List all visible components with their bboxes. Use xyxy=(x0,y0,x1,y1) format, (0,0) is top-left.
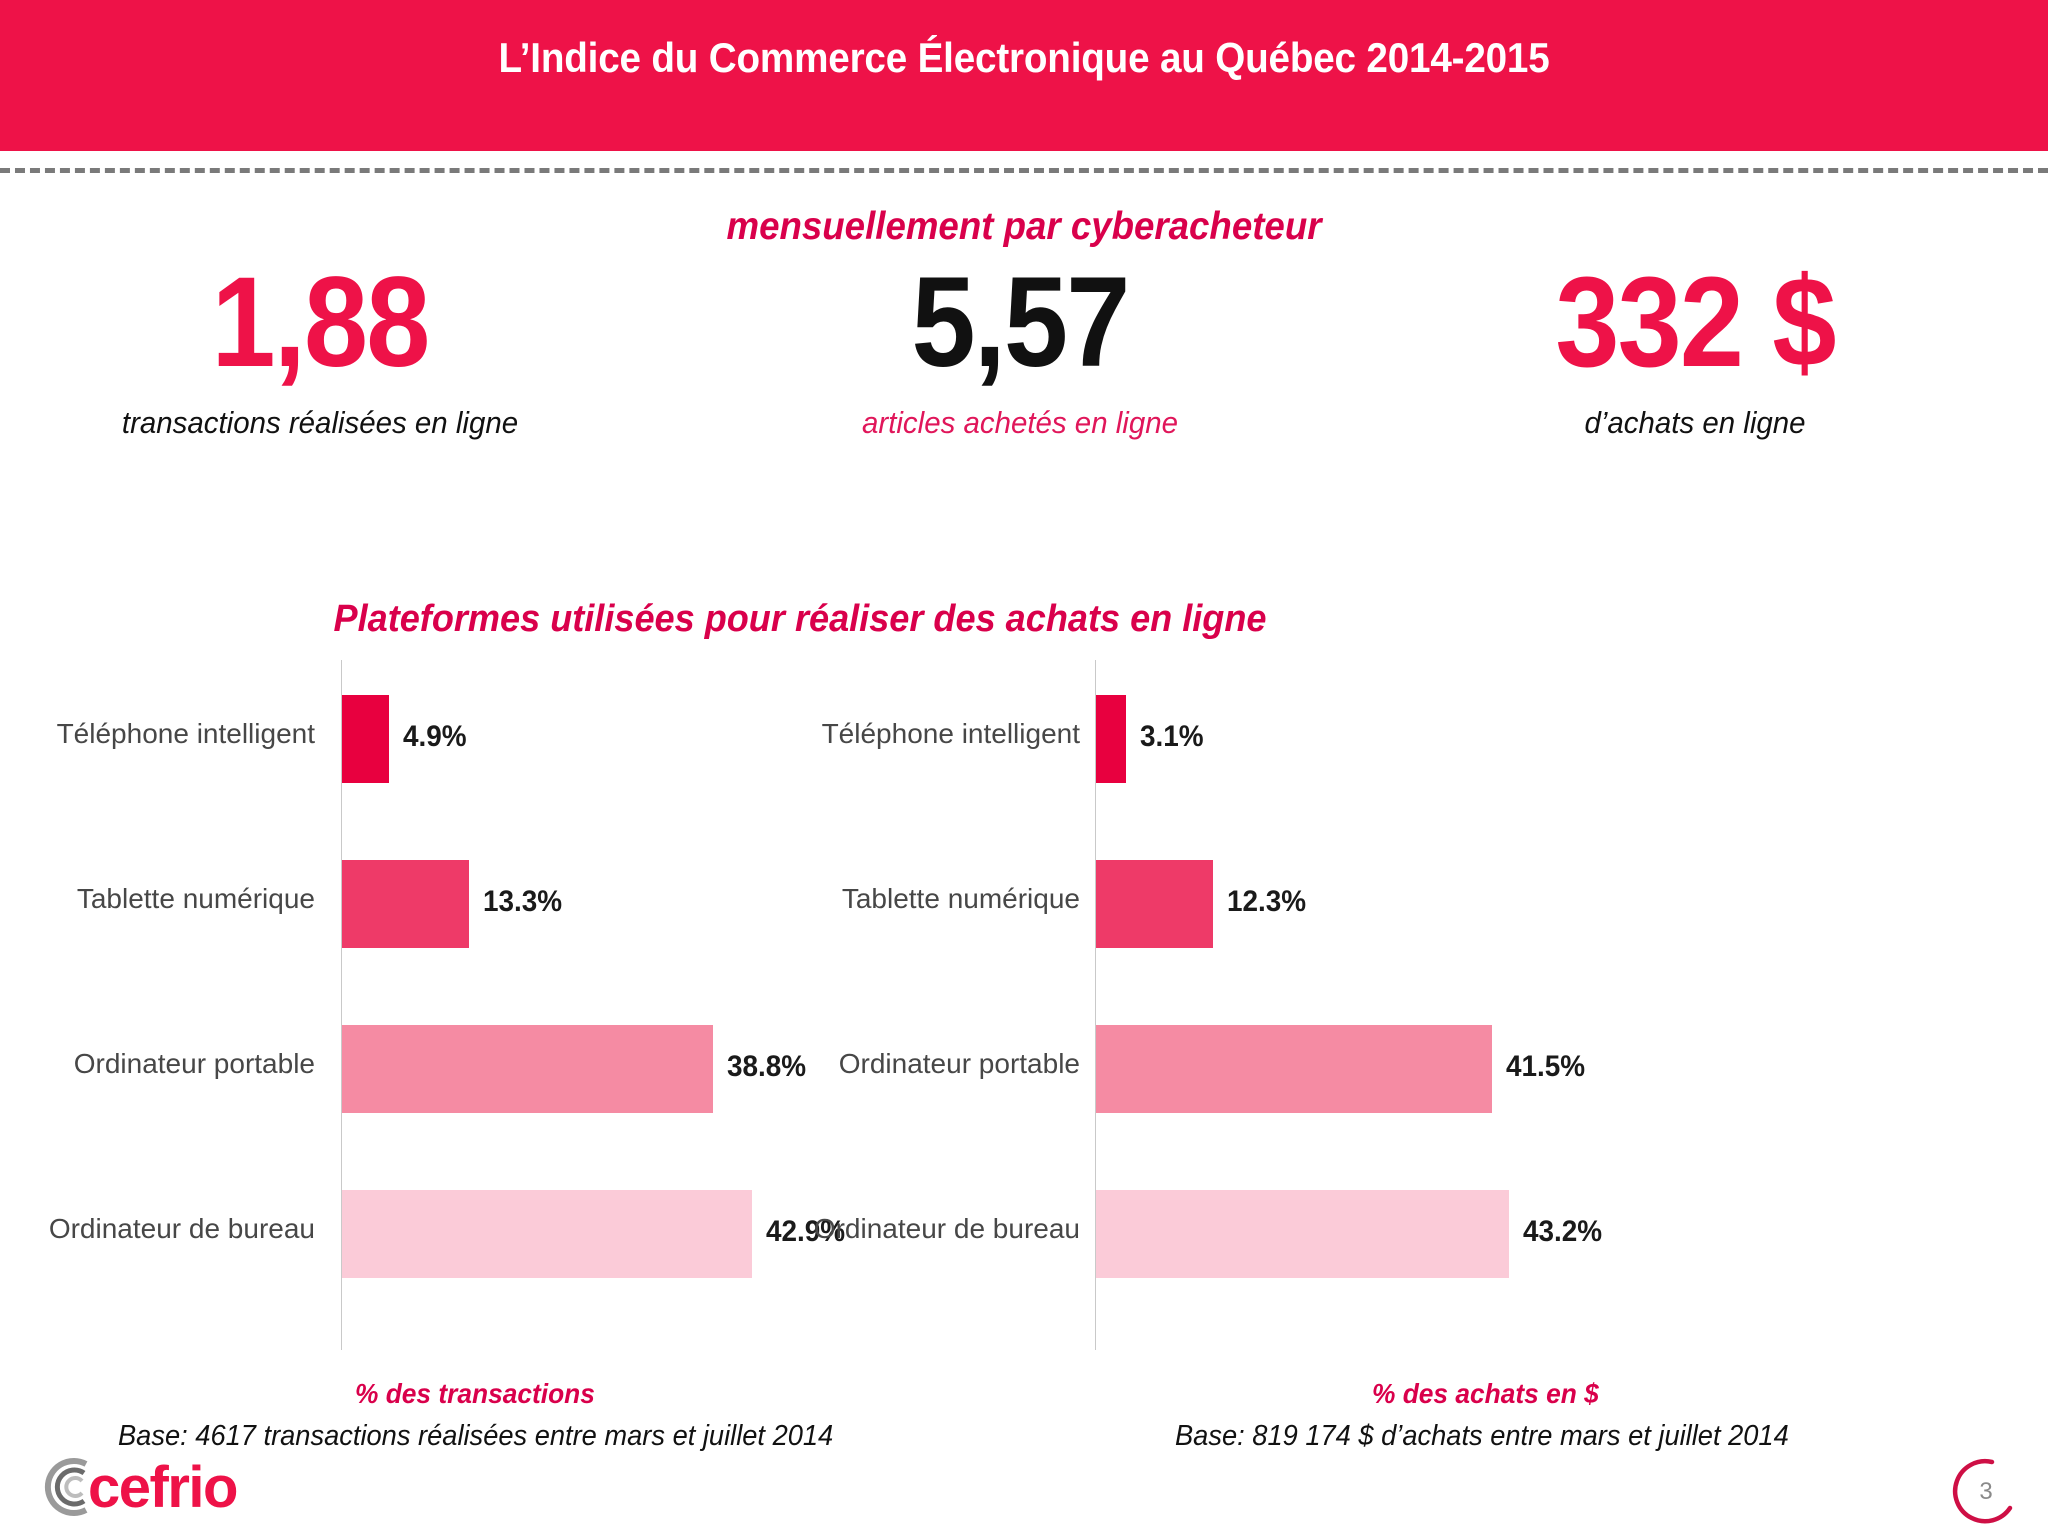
bar-value-label: 38.8% xyxy=(726,1050,806,1083)
chart-base-note-transactions: Base: 4617 transactions réalisées entre … xyxy=(118,1420,834,1452)
bar-fill xyxy=(1096,695,1126,783)
page-number: 3 xyxy=(1979,1478,1993,1505)
bar-value-label: 43.2% xyxy=(1522,1215,1602,1248)
bar-row: Téléphone intelligent 4.9% xyxy=(30,690,990,790)
chart-spending: Téléphone intelligent 3.1% Tablette numé… xyxy=(814,660,2025,1380)
bar-row: Ordinateur portable 38.8% xyxy=(30,1020,990,1120)
charts-section-title: Plateformes utilisées pour réaliser des … xyxy=(333,598,1267,640)
bar-fill xyxy=(342,1190,752,1278)
key-stats-row: mensuellement par cyberacheteur 1,88 tra… xyxy=(0,205,2048,505)
chart-base-note-spending: Base: 819 174 $ d’achats entre mars et j… xyxy=(1175,1420,1789,1452)
chart-unit-label-transactions: % des transactions xyxy=(355,1378,595,1409)
bar-value-label: 42.9% xyxy=(765,1215,845,1248)
bar-row: Ordinateur de bureau 42.9% xyxy=(30,1185,990,1285)
page-number-marker: 3 xyxy=(1946,1452,2026,1532)
chart-unit-label-spending: % des achats en $ xyxy=(1372,1378,1599,1409)
bar-category-label: Ordinateur portable xyxy=(73,1048,315,1079)
page-title: L’Indice du Commerce Électronique au Qué… xyxy=(498,34,1550,81)
bar-row: Téléphone intelligent 3.1% xyxy=(822,690,2025,790)
cefrio-logo: cefrio xyxy=(42,1452,302,1522)
stat-caption-transactions: transactions réalisées en ligne xyxy=(121,405,519,440)
bar-row: Tablette numérique 13.3% xyxy=(30,855,990,955)
chart-transactions: Téléphone intelligent 4.9% Tablette numé… xyxy=(30,660,990,1380)
bar-value-label: 41.5% xyxy=(1506,1050,1586,1083)
bar-category-label: Ordinateur de bureau xyxy=(48,1213,315,1244)
bar-fill xyxy=(1096,1190,1509,1278)
bar-fill xyxy=(1096,860,1214,948)
page-arc-icon xyxy=(1952,1459,2013,1524)
chart-axis-line xyxy=(341,660,342,1350)
bar-fill xyxy=(1096,1025,1493,1113)
stat-block-transactions: 1,88 transactions réalisées en ligne xyxy=(20,259,620,441)
stat-caption-articles: articles achetés en ligne xyxy=(862,405,1178,440)
bar-category-label: Ordinateur de bureau xyxy=(813,1213,1080,1244)
stats-section-label: mensuellement par cyberacheteur xyxy=(726,205,1322,248)
bar-row: Ordinateur de bureau 43.2% xyxy=(814,1185,2025,1285)
cefrio-arcs-icon xyxy=(42,1456,104,1518)
bar-value-label: 12.3% xyxy=(1227,885,1307,918)
bar-category-label: Ordinateur portable xyxy=(838,1048,1080,1079)
stat-value-transactions: 1,88 xyxy=(211,251,430,394)
stat-value-articles: 5,57 xyxy=(911,251,1130,394)
bar-category-label: Tablette numérique xyxy=(841,883,1080,914)
stat-block-spending: 332 $ d’achats en ligne xyxy=(1395,259,1995,441)
bar-category-label: Téléphone intelligent xyxy=(821,718,1080,749)
bar-fill xyxy=(342,1025,713,1113)
bar-category-label: Tablette numérique xyxy=(76,883,315,914)
stat-block-articles: 5,57 articles achetés en ligne xyxy=(720,259,1320,441)
bar-value-label: 4.9% xyxy=(402,720,467,753)
cefrio-wordmark: cefrio xyxy=(88,1455,238,1520)
stat-value-spending: 332 $ xyxy=(1555,251,1836,394)
bar-value-label: 3.1% xyxy=(1139,720,1204,753)
bar-value-label: 13.3% xyxy=(483,885,563,918)
bar-fill xyxy=(342,695,389,783)
header-divider xyxy=(0,168,2048,173)
header-band xyxy=(0,0,2048,151)
bar-fill xyxy=(342,860,469,948)
bar-category-label: Téléphone intelligent xyxy=(56,718,315,749)
bar-row: Tablette numérique 12.3% xyxy=(842,855,2025,955)
bar-row: Ordinateur portable 41.5% xyxy=(839,1020,2025,1120)
stat-caption-spending: d’achats en ligne xyxy=(1584,405,1806,440)
chart-axis-line xyxy=(1095,660,1096,1350)
